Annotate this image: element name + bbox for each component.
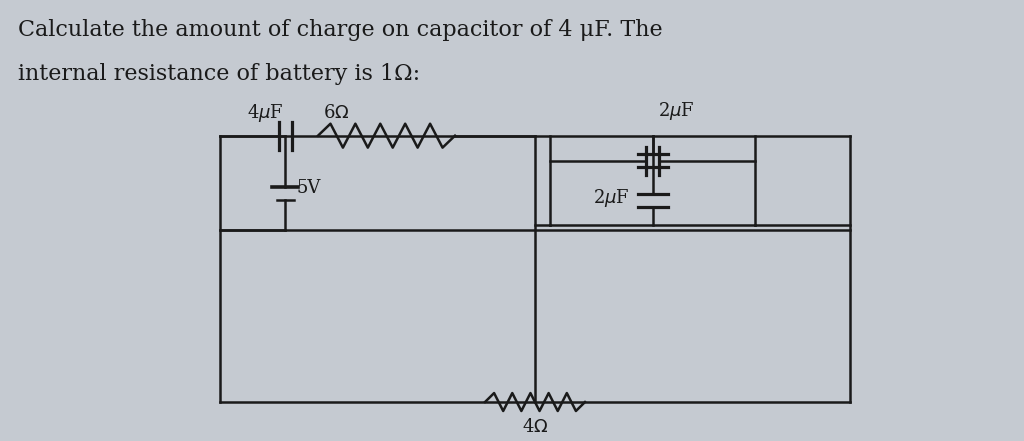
Text: 5V: 5V <box>297 179 322 197</box>
Text: 2$\mu$F: 2$\mu$F <box>593 187 630 209</box>
Text: 2$\mu$F: 2$\mu$F <box>657 100 694 122</box>
Text: 4$\Omega$: 4$\Omega$ <box>522 418 548 436</box>
Text: internal resistance of battery is 1Ω:: internal resistance of battery is 1Ω: <box>18 63 420 85</box>
Text: 6$\Omega$: 6$\Omega$ <box>323 104 349 122</box>
Text: 4$\mu$F: 4$\mu$F <box>247 102 284 124</box>
Text: Calculate the amount of charge on capacitor of 4 μF. The: Calculate the amount of charge on capaci… <box>18 19 663 41</box>
